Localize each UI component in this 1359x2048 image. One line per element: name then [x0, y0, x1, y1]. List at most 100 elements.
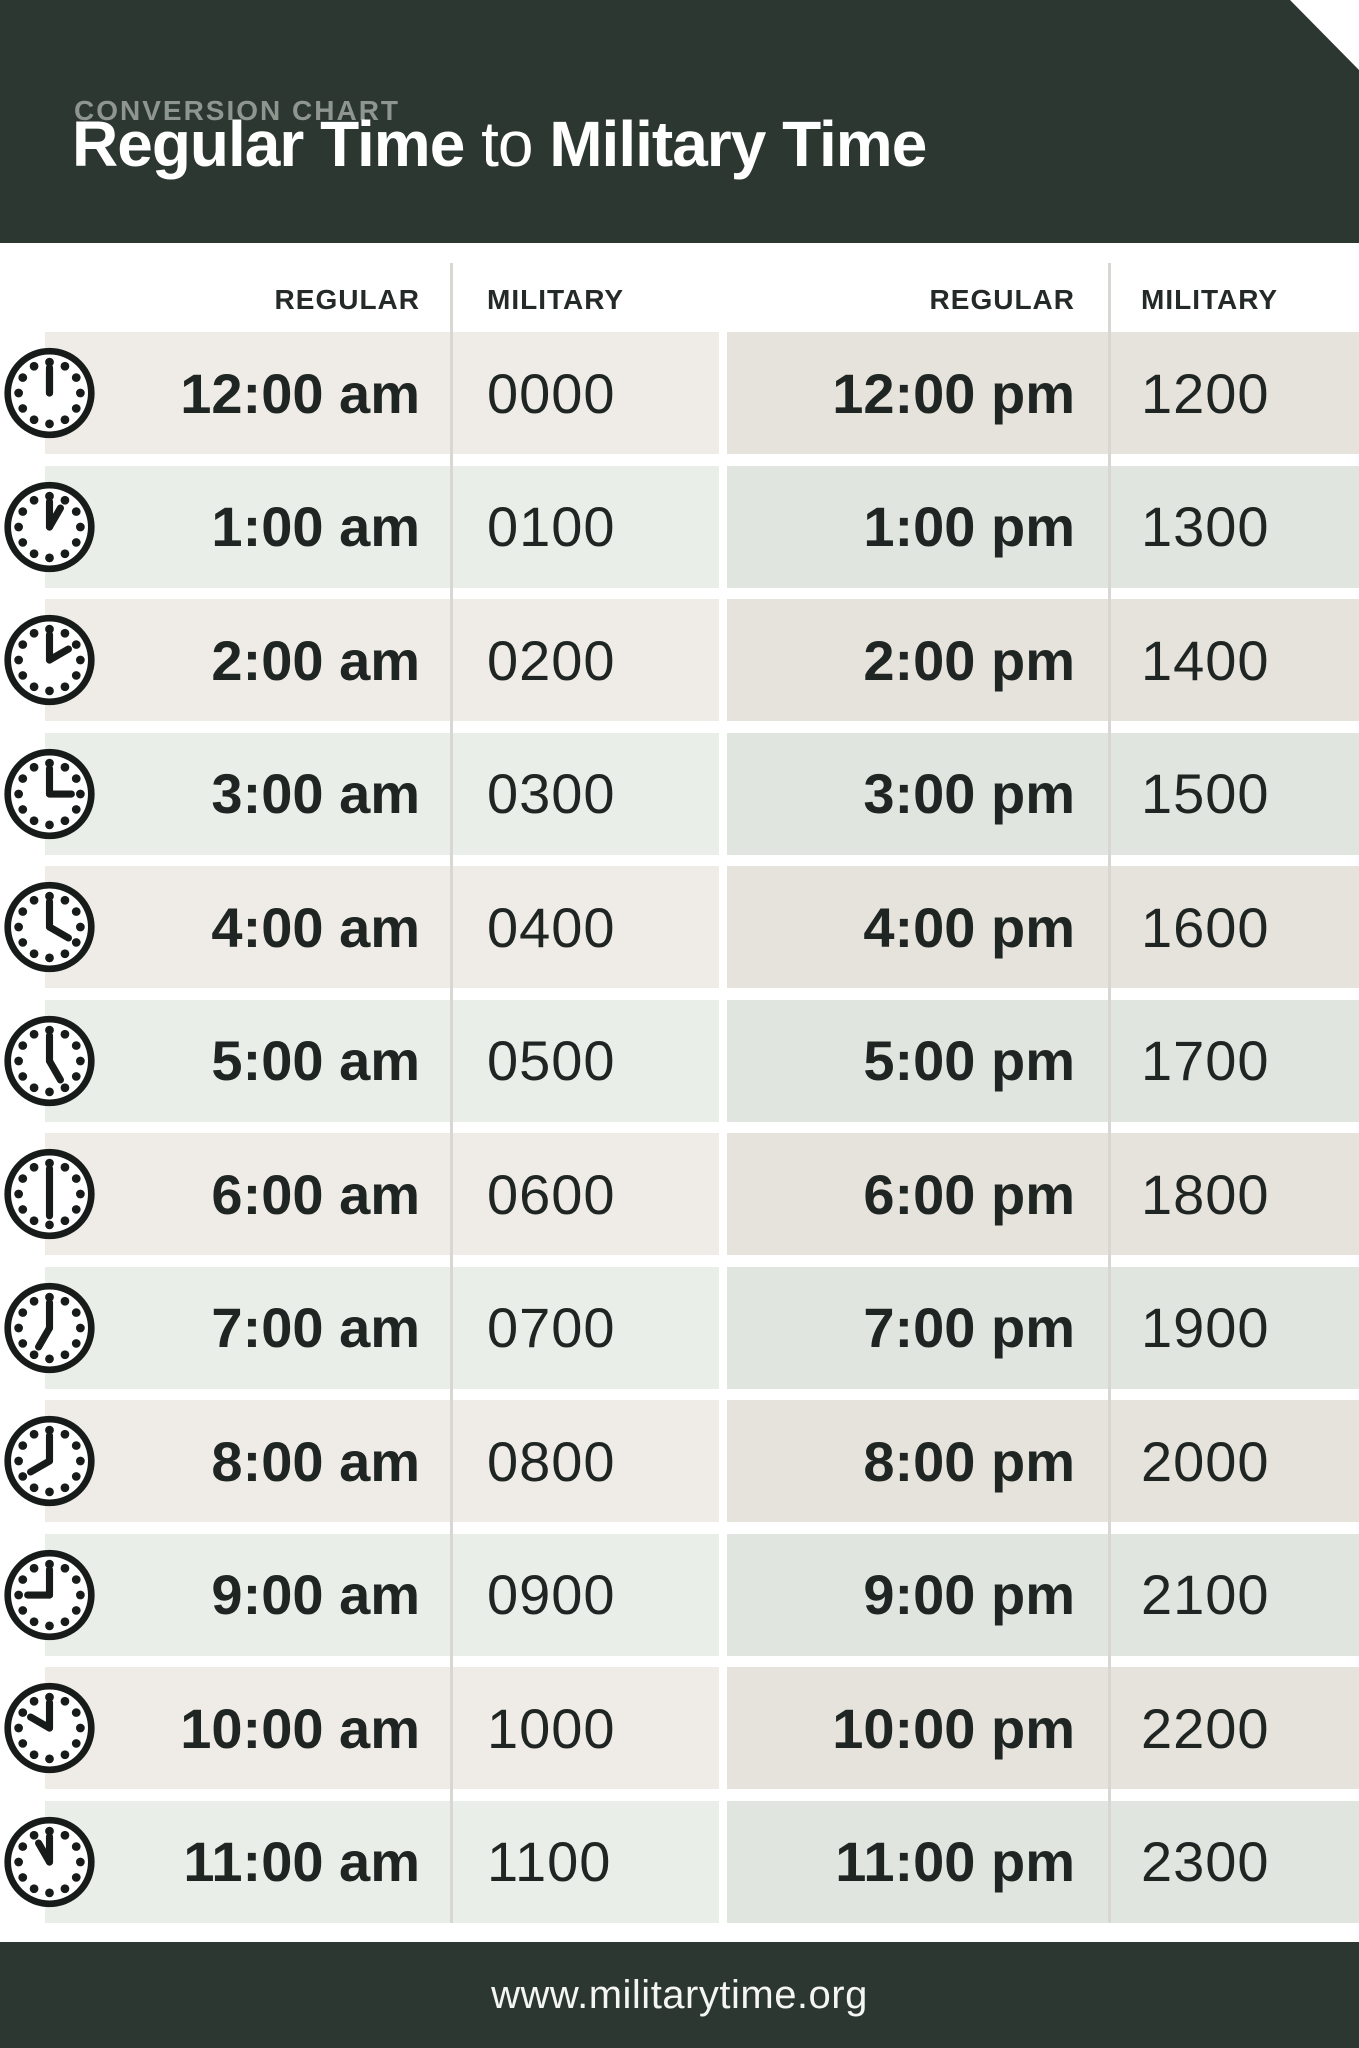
regular-time-am: 6:00 am [211, 1162, 420, 1226]
military-time-am: 0100 [487, 495, 616, 558]
clock-icon [4, 347, 95, 439]
cell-regular-pm: 9:00 pm [727, 1533, 1108, 1656]
clock-icon [4, 614, 95, 706]
military-time-am: 0000 [487, 361, 616, 425]
military-time-pm: 2200 [1141, 1696, 1270, 1760]
cell-regular-am: 12:00 am [45, 332, 450, 454]
title-military-time: Military Time [549, 108, 927, 180]
cell-regular-pm: 4:00 pm [727, 866, 1108, 988]
cell-military-pm: 1900 [1108, 1266, 1359, 1389]
regular-time-pm: 8:00 pm [863, 1429, 1075, 1493]
military-time-am: 0500 [487, 1029, 616, 1092]
cell-regular-am: 1:00 am [45, 465, 450, 588]
cell-military-am: 1100 [450, 1800, 719, 1923]
cell-regular-am: 11:00 am [45, 1800, 450, 1923]
cell-regular-pm: 11:00 pm [727, 1800, 1108, 1923]
regular-time-am: 7:00 am [211, 1296, 420, 1359]
column-divider-left [450, 263, 453, 1923]
clock-icon [4, 1415, 95, 1507]
conversion-table: 12:00 am 0000 12:00 pm 1200 1:00 am 0100… [0, 332, 1359, 1934]
cell-regular-pm: 12:00 pm [727, 332, 1108, 454]
cell-military-am: 0400 [450, 866, 719, 988]
cell-military-pm: 2200 [1108, 1667, 1359, 1789]
table-row: 12:00 am 0000 12:00 pm 1200 [0, 332, 1359, 454]
regular-time-pm: 7:00 pm [863, 1296, 1075, 1359]
clock-icon [4, 881, 95, 973]
regular-time-pm: 12:00 pm [832, 361, 1075, 425]
clock-icon [4, 748, 95, 839]
military-time-am: 0700 [487, 1296, 616, 1359]
regular-time-am: 8:00 am [211, 1429, 420, 1493]
cell-regular-pm: 3:00 pm [727, 732, 1108, 855]
cell-military-pm: 2300 [1108, 1800, 1359, 1923]
military-time-am: 0900 [487, 1563, 616, 1626]
cell-regular-am: 10:00 am [45, 1667, 450, 1789]
regular-time-pm: 3:00 pm [863, 762, 1075, 825]
military-time-pm: 2300 [1141, 1830, 1270, 1893]
cell-regular-am: 4:00 am [45, 866, 450, 988]
clock-icon [4, 1282, 95, 1373]
column-header-regular-pm: REGULAR [929, 284, 1075, 315]
cell-military-am: 0900 [450, 1533, 719, 1656]
cell-regular-am: 5:00 am [45, 999, 450, 1122]
column-header-military-am: MILITARY [487, 284, 625, 315]
page-footer: www.militarytime.org [0, 1942, 1359, 2048]
cell-regular-am: 2:00 am [45, 599, 450, 721]
table-row: 5:00 am 0500 5:00 pm 1700 [0, 999, 1359, 1122]
military-time-am: 0800 [487, 1429, 616, 1493]
regular-time-am: 9:00 am [211, 1563, 420, 1626]
military-time-am: 1000 [487, 1696, 616, 1760]
cell-regular-pm: 8:00 pm [727, 1400, 1108, 1522]
cell-regular-pm: 1:00 pm [727, 465, 1108, 588]
cell-regular-pm: 6:00 pm [727, 1133, 1108, 1255]
table-row: 8:00 am 0800 8:00 pm 2000 [0, 1400, 1359, 1522]
military-time-pm: 1300 [1141, 495, 1270, 558]
cell-regular-am: 8:00 am [45, 1400, 450, 1522]
regular-time-pm: 6:00 pm [863, 1162, 1075, 1226]
regular-time-am: 12:00 am [180, 361, 420, 425]
cell-military-am: 1000 [450, 1667, 719, 1789]
cell-regular-pm: 2:00 pm [727, 599, 1108, 721]
military-time-pm: 2100 [1141, 1563, 1270, 1626]
cell-military-pm: 1500 [1108, 732, 1359, 855]
regular-time-pm: 1:00 pm [863, 495, 1075, 558]
cell-regular-am: 3:00 am [45, 732, 450, 855]
regular-time-am: 11:00 am [183, 1830, 420, 1893]
military-time-pm: 1200 [1141, 361, 1270, 425]
title-regular-time: Regular Time [72, 108, 465, 180]
military-time-pm: 1600 [1141, 895, 1270, 959]
page-title: Regular Time to Military Time [72, 112, 927, 176]
military-time-pm: 1900 [1141, 1296, 1270, 1359]
cell-military-am: 0300 [450, 732, 719, 855]
website-url: www.militarytime.org [491, 1972, 868, 2017]
clock-icon [4, 1816, 95, 1907]
military-time-am: 0400 [487, 895, 616, 959]
cell-military-am: 0500 [450, 999, 719, 1122]
cell-military-am: 0200 [450, 599, 719, 721]
table-row: 1:00 am 0100 1:00 pm 1300 [0, 465, 1359, 588]
regular-time-pm: 2:00 pm [863, 628, 1075, 692]
cell-military-pm: 1700 [1108, 999, 1359, 1122]
clock-icon [4, 1015, 95, 1106]
military-time-pm: 1400 [1141, 628, 1270, 692]
table-row: 7:00 am 0700 7:00 pm 1900 [0, 1266, 1359, 1389]
regular-time-pm: 9:00 pm [863, 1563, 1075, 1626]
cell-regular-am: 7:00 am [45, 1266, 450, 1389]
regular-time-pm: 10:00 pm [832, 1696, 1075, 1760]
military-time-am: 1100 [487, 1830, 612, 1893]
clock-icon [4, 1549, 95, 1640]
cell-military-am: 0000 [450, 332, 719, 454]
column-header-military-pm: MILITARY [1141, 284, 1279, 315]
cell-military-pm: 2100 [1108, 1533, 1359, 1656]
cell-military-am: 0800 [450, 1400, 719, 1522]
title-connector: to [464, 108, 550, 180]
cell-military-pm: 1300 [1108, 465, 1359, 588]
military-time-pm: 1800 [1141, 1162, 1270, 1226]
military-time-pm: 2000 [1141, 1429, 1270, 1493]
military-time-am: 0300 [487, 762, 616, 825]
column-header-regular-am: REGULAR [274, 284, 420, 315]
cell-regular-am: 6:00 am [45, 1133, 450, 1255]
regular-time-am: 10:00 am [180, 1696, 420, 1760]
cell-regular-pm: 5:00 pm [727, 999, 1108, 1122]
military-time-pm: 1700 [1141, 1029, 1270, 1092]
